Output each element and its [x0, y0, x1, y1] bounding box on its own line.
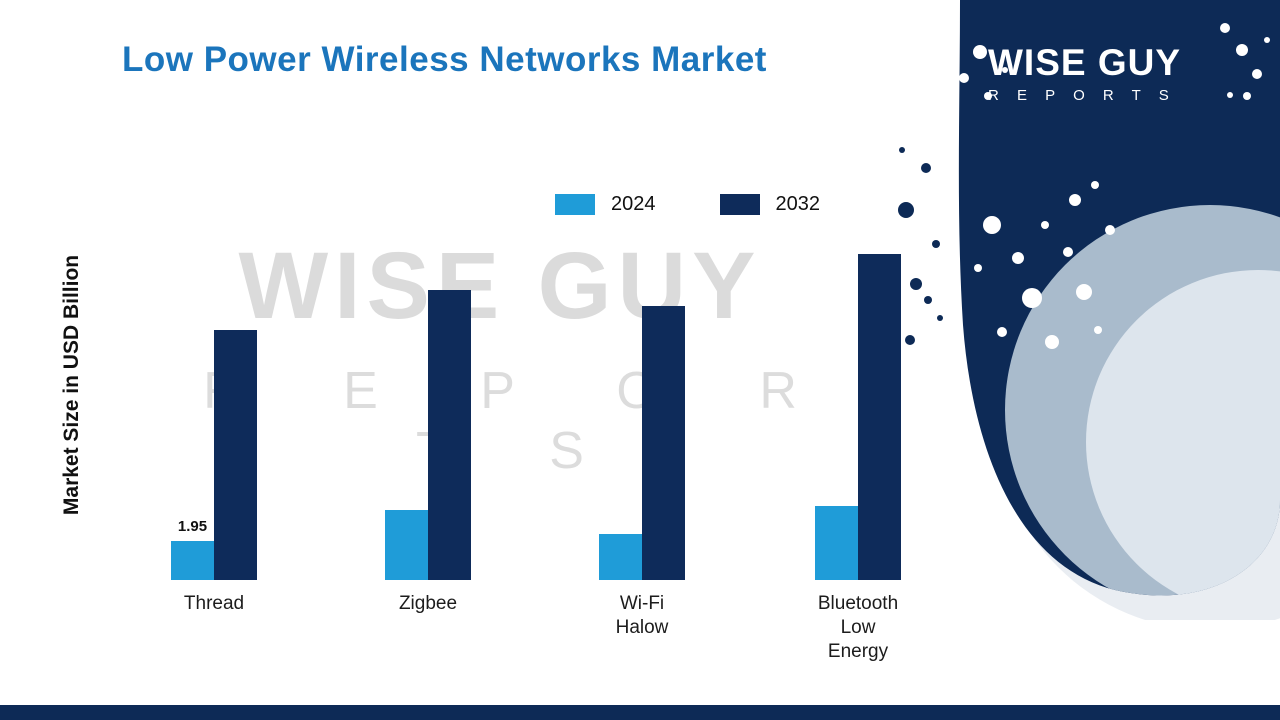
- bar-2024-bluetooth-low-energy: [815, 506, 858, 580]
- category-label-wi-fi-halow: Wi-Fi Halow: [615, 593, 669, 638]
- bar-2032-wi-fi-halow: [642, 306, 685, 580]
- bar-2032-bluetooth-low-energy: [858, 254, 901, 580]
- bubble-dots-navy: [898, 147, 943, 345]
- watermark: WISE GUY R E P O R T S: [110, 232, 890, 481]
- legend-item-2032: 2032: [719, 193, 821, 216]
- bar-2024-thread: [171, 541, 214, 580]
- bar-value-label: 1.95: [177, 518, 208, 535]
- bubble-dots-white: [947, 23, 1270, 349]
- legend-swatch-2024: [555, 194, 595, 215]
- bar-2032-zigbee: [428, 290, 471, 580]
- logo-reports-text: R E P O R T S: [988, 87, 1176, 104]
- category-label-thread: Thread: [183, 593, 245, 614]
- legend-item-2024: 2024: [555, 193, 656, 216]
- corner-decoration: [898, 0, 1280, 620]
- logo-wiseguy-text: WISE GUY: [988, 42, 1182, 83]
- legend-label-2032: 2032: [775, 193, 821, 215]
- bar-2032-thread: [214, 330, 257, 580]
- bar-chart: Thread Zigbee Wi-Fi Halow Bluetooth Low Ene…: [130, 240, 940, 662]
- chart-legend: 2024 2032: [555, 193, 820, 216]
- face-highlight: [1086, 270, 1280, 596]
- legend-swatch-2032: [719, 194, 760, 215]
- bar-2024-zigbee: [385, 510, 428, 580]
- bottom-accent-bar: [0, 705, 1280, 720]
- legend-label-2024: 2024: [611, 193, 656, 215]
- brand-logo: WISE GUY R E P O R T S: [988, 42, 1181, 104]
- bar-2024-wi-fi-halow: [599, 534, 642, 580]
- category-label-zigbee: Zigbee: [398, 593, 458, 614]
- category-label-bluetooth-low-energy: Bluetooth Low Energy: [817, 593, 899, 662]
- y-axis-label: Market Size in USD Billion: [60, 254, 83, 516]
- page-title: Low Power Wireless Networks Market: [122, 40, 767, 79]
